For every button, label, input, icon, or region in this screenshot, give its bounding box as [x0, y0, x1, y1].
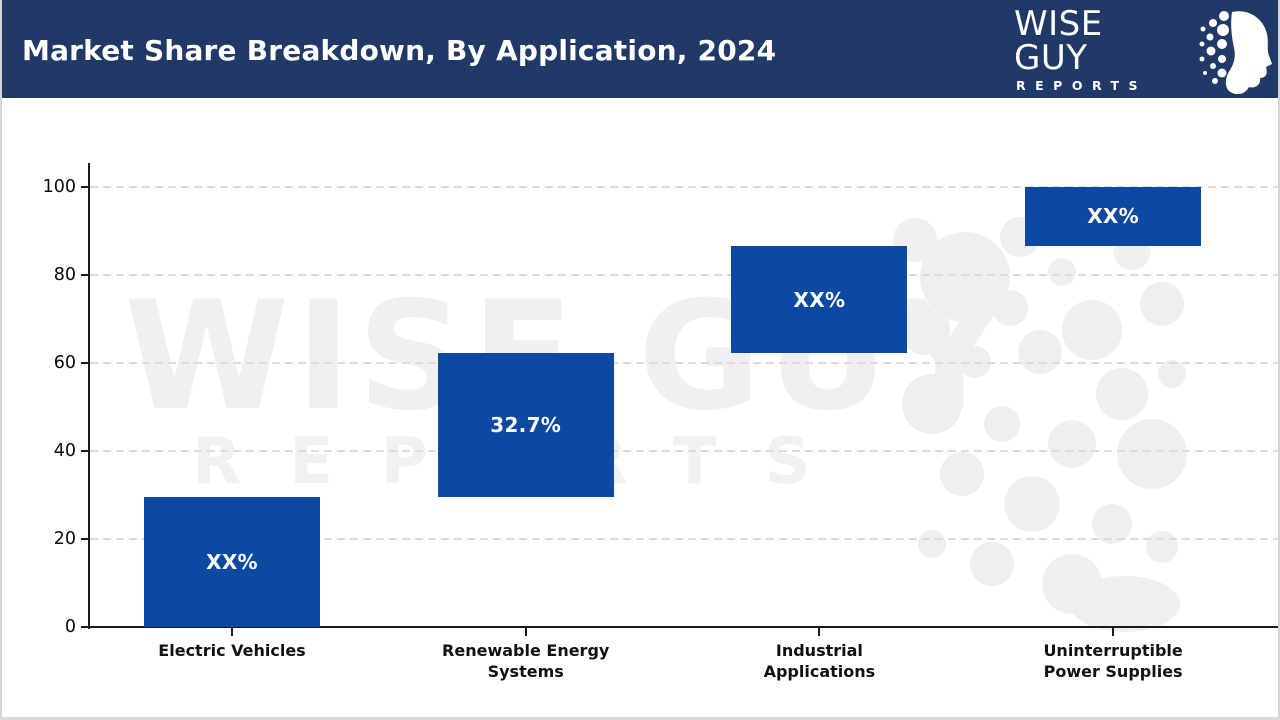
x-category-label-1: Renewable Energy Systems: [406, 640, 646, 682]
x-tick-3: [1112, 628, 1115, 636]
y-tick-100: [81, 186, 89, 188]
gridline-80: [90, 274, 1278, 276]
gridline-40: [90, 450, 1278, 452]
gridline-100: [90, 186, 1278, 188]
gridline-20: [90, 538, 1278, 540]
bar-segment-1: 32.7%: [437, 353, 614, 498]
bar-value-label-2: XX%: [793, 287, 846, 312]
brand-name: WISE GUY: [1014, 4, 1103, 78]
page-title: Market Share Breakdown, By Application, …: [22, 34, 777, 67]
x-category-label-2: Industrial Applications: [699, 640, 939, 682]
bar-value-label-0: XX%: [206, 550, 258, 575]
y-tick-60: [81, 362, 89, 364]
brand-logo: WISE GUY REPORTS: [1014, 6, 1272, 94]
x-tick-2: [818, 628, 821, 636]
x-category-line: Power Supplies: [1043, 662, 1183, 682]
brand-wordmark: WISE GUY REPORTS: [1014, 7, 1186, 93]
x-category-line: Applications: [763, 662, 876, 682]
bar-value-label-3: XX%: [1087, 204, 1139, 229]
x-category-line: Systems: [487, 662, 564, 682]
gridline-60: [90, 362, 1278, 364]
x-category-label-3: Uninterruptible Power Supplies: [993, 640, 1233, 682]
y-tick-label-20: 20: [53, 529, 76, 549]
x-category-line: Electric Vehicles: [158, 641, 306, 660]
y-tick-label-100: 100: [42, 177, 76, 197]
y-tick-label-60: 60: [53, 353, 76, 373]
x-category-line: Uninterruptible: [1043, 641, 1183, 660]
x-tick-0: [231, 628, 233, 636]
x-category-line: Industrial: [775, 641, 863, 660]
x-category-label-0: Electric Vehicles: [112, 640, 352, 661]
bar-value-label-1: 32.7%: [490, 413, 562, 438]
watermark-head-icon: [875, 217, 1187, 632]
y-tick-label-0: 0: [64, 617, 76, 637]
y-tick-label-80: 80: [53, 265, 76, 285]
x-tick-1: [524, 628, 527, 636]
bar-segment-0: XX%: [144, 497, 320, 627]
y-tick-80: [81, 274, 89, 276]
y-tick-label-40: 40: [53, 441, 76, 461]
header-band: Market Share Breakdown, By Application, …: [2, 0, 1278, 98]
x-axis-line: [88, 626, 1278, 628]
x-category-line: Renewable Energy: [442, 641, 610, 660]
y-axis-line: [88, 163, 90, 629]
brand-head-icon: [1199, 11, 1272, 94]
bar-segment-3: XX%: [1025, 187, 1202, 246]
brand-subtitle: REPORTS: [1016, 78, 1148, 93]
y-tick-0: [81, 626, 89, 628]
y-tick-20: [81, 538, 89, 540]
bar-segment-2: XX%: [731, 245, 908, 354]
y-tick-40: [81, 450, 89, 452]
